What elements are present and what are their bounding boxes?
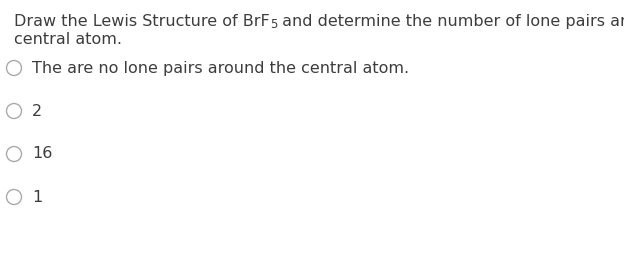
Text: 16: 16	[32, 147, 52, 161]
Text: 2: 2	[32, 104, 42, 119]
Text: 1: 1	[32, 189, 42, 204]
Text: central atom.: central atom.	[14, 32, 122, 47]
Text: 5: 5	[270, 18, 277, 31]
Text: The are no lone pairs around the central atom.: The are no lone pairs around the central…	[32, 61, 409, 76]
Text: and determine the number of lone pairs around the: and determine the number of lone pairs a…	[277, 14, 624, 29]
Text: Draw the Lewis Structure of BrF: Draw the Lewis Structure of BrF	[14, 14, 270, 29]
